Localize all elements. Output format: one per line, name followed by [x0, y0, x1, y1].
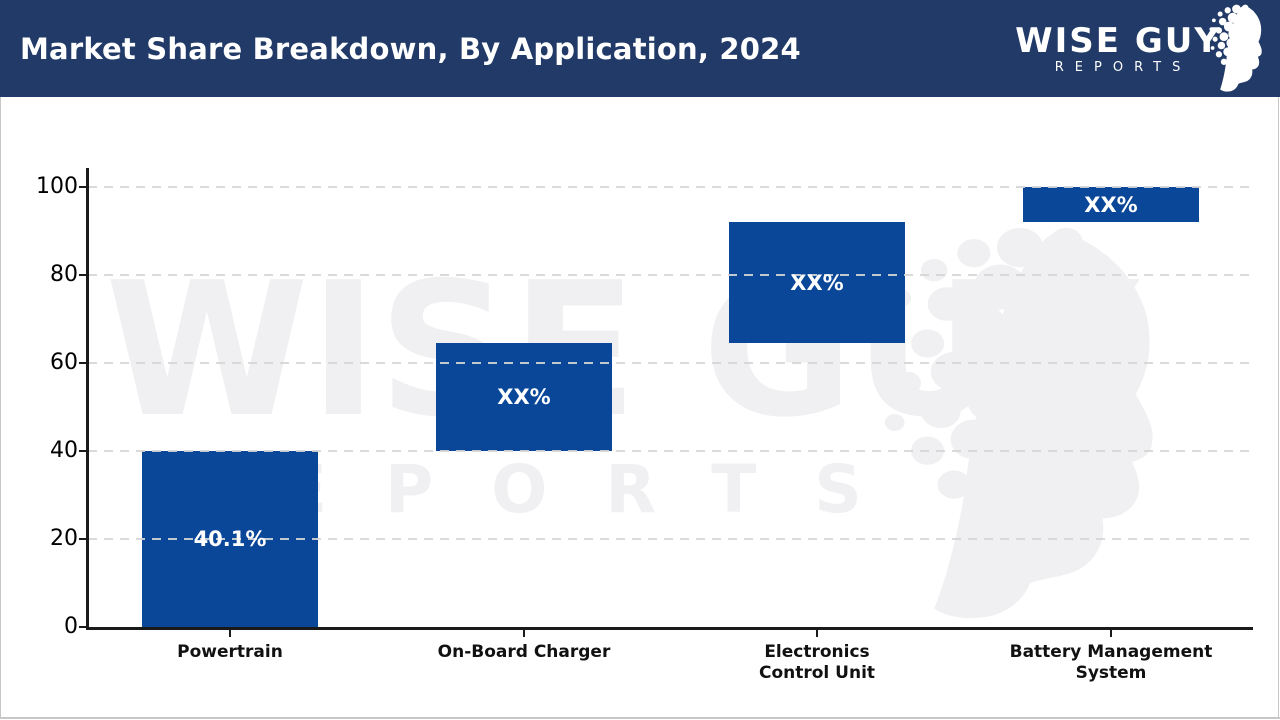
- brand-face-icon: [1209, 4, 1262, 92]
- x-tick: [523, 628, 525, 637]
- bar-segment: [436, 343, 612, 451]
- y-tick: [79, 538, 88, 540]
- watermark-text: WISE GUY REPORTS: [105, 258, 1138, 523]
- x-tick: [816, 628, 818, 637]
- gridline: [88, 362, 1256, 364]
- y-tick: [79, 626, 88, 628]
- y-tick: [79, 186, 88, 188]
- y-tick-label: 0: [64, 614, 78, 639]
- bar-value-label: XX%: [497, 384, 551, 409]
- brand-logo: WISE GUY REPORTS: [1015, 4, 1268, 92]
- bar-value-label: 40.1%: [193, 526, 267, 551]
- bar-segment: [729, 222, 905, 344]
- y-tick: [79, 274, 88, 276]
- bottom-border: [0, 717, 1280, 719]
- brand-logo-name: WISE GUY: [1015, 20, 1221, 61]
- y-tick-label: 20: [50, 526, 78, 551]
- gridline: [88, 538, 1256, 540]
- gridline: [88, 450, 1256, 452]
- x-axis: [86, 627, 1253, 630]
- y-tick-label: 60: [50, 350, 78, 375]
- y-tick: [79, 450, 88, 452]
- y-tick-label: 40: [50, 438, 78, 463]
- gridline: [88, 186, 1256, 188]
- bar-value-label: XX%: [1084, 192, 1138, 217]
- category-label: Electronics Control Unit: [758, 642, 876, 683]
- brand-logo-tagline: REPORTS: [1054, 59, 1192, 75]
- bar-segment: [1023, 187, 1199, 223]
- bar-value-label: XX%: [790, 270, 844, 295]
- brand-logo-text: WISE GUY REPORTS: [1015, 24, 1221, 74]
- category-label: Powertrain: [177, 642, 283, 662]
- category-label: On-Board Charger: [437, 642, 611, 662]
- x-tick: [229, 628, 231, 637]
- y-tick-label: 80: [50, 262, 78, 287]
- y-tick: [79, 362, 88, 364]
- page-title: Market Share Breakdown, By Application, …: [20, 31, 801, 66]
- category-label: Battery Management System: [1009, 642, 1213, 683]
- watermark-line1: WISE GUY: [105, 242, 1138, 458]
- gridline: [88, 274, 1256, 276]
- x-tick: [1110, 628, 1112, 637]
- chart-area: WISE GUY REPORTS 0 20 40 60 80 100 40.1% XX% XX%…: [0, 97, 1280, 720]
- report-header: Market Share Breakdown, By Application, …: [0, 0, 1280, 97]
- y-tick-label: 100: [36, 174, 78, 199]
- right-border: [1278, 97, 1279, 719]
- y-axis: [86, 168, 89, 629]
- left-border: [0, 97, 1, 719]
